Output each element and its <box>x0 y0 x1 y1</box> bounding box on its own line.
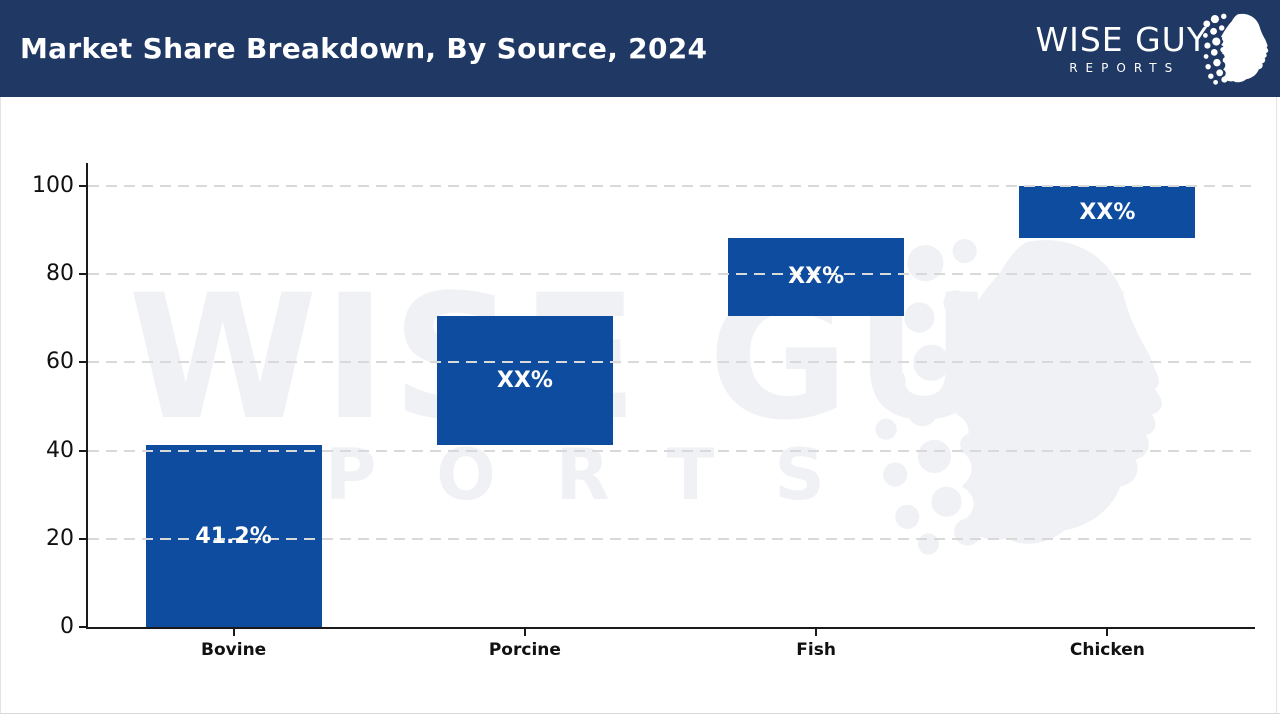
gridline-80 <box>88 273 1253 276</box>
bar-value-label: 41.2% <box>195 523 272 549</box>
bar-chicken <box>1019 186 1196 239</box>
y-axis-tick-label: 0 <box>60 614 74 639</box>
gridline-20 <box>88 537 1253 540</box>
x-axis-tick <box>523 629 526 636</box>
right-border-line <box>1276 97 1277 713</box>
brand-logo: WISE GUY REPORTS <box>1035 9 1270 89</box>
bar-value-label: XX% <box>788 264 845 290</box>
x-axis-line <box>86 627 1255 629</box>
y-axis-tick <box>79 273 87 276</box>
x-axis-tick <box>815 629 818 636</box>
watermark-reports: PORTS <box>325 434 885 516</box>
x-axis-category-label: Bovine <box>201 640 267 660</box>
bar-value-label: XX% <box>1079 199 1136 225</box>
gridline-100 <box>88 185 1253 187</box>
x-axis-category-label: Chicken <box>1069 640 1145 660</box>
x-axis-tick <box>1106 629 1109 636</box>
brand-logo-text: WISE GUY REPORTS <box>1035 23 1208 75</box>
y-axis-tick <box>79 626 87 628</box>
brand-name: WISE GUY <box>1035 19 1208 59</box>
y-axis-line <box>86 163 88 629</box>
y-axis-tick-label: 60 <box>46 349 74 375</box>
brand-subtitle: REPORTS <box>1069 60 1181 75</box>
y-axis-tick <box>79 449 87 452</box>
gridline-60 <box>88 361 1253 364</box>
y-axis-tick <box>79 537 87 540</box>
y-axis-tick <box>79 361 87 364</box>
gridline-40 <box>88 449 1253 452</box>
bar-fish <box>728 238 905 316</box>
bar-value-label: XX% <box>496 367 553 393</box>
y-axis-tick-label: 100 <box>32 173 74 198</box>
y-axis-tick-label: 80 <box>46 261 74 287</box>
x-axis-category-label: Fish <box>796 640 836 660</box>
x-axis-category-label: Porcine <box>488 640 561 660</box>
y-axis-tick-label: 40 <box>46 437 74 463</box>
app-header: Market Share Breakdown, By Source, 2024 … <box>0 0 1280 97</box>
bar-bovine <box>145 445 322 627</box>
y-axis-tick <box>79 185 87 187</box>
left-border-line <box>0 97 1 713</box>
bar-porcine <box>436 315 613 446</box>
dotted-head-icon <box>1202 9 1270 89</box>
x-axis-tick <box>232 629 235 636</box>
y-axis-tick-label: 20 <box>46 525 74 551</box>
bottom-border-line <box>0 713 1280 714</box>
page-title: Market Share Breakdown, By Source, 2024 <box>20 32 708 65</box>
